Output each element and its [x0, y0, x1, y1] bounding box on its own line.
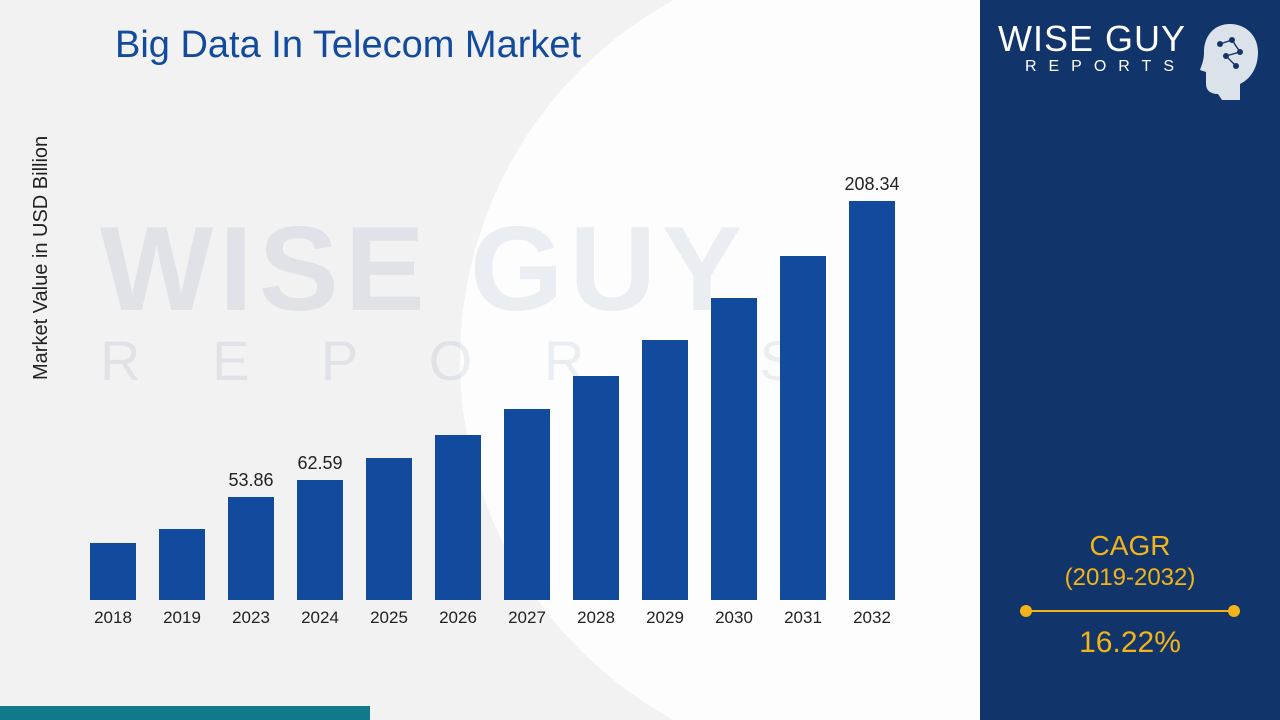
bar: [435, 435, 481, 600]
x-tick-label: 2028: [556, 608, 636, 628]
bar: [573, 376, 619, 600]
bottom-accent-bar: [0, 706, 370, 720]
bar: [159, 529, 205, 600]
bar: [504, 409, 550, 600]
cagr-divider: [1026, 610, 1234, 612]
brand-logo: WISE GUY REPORTS: [998, 18, 1258, 76]
x-tick-label: 2025: [349, 608, 429, 628]
bar-chart: Market Value in USD Billion 2018201953.8…: [40, 120, 940, 640]
bar: [297, 480, 343, 600]
bar: [780, 256, 826, 600]
x-tick-label: 2032: [832, 608, 912, 628]
x-tick-label: 2024: [280, 608, 360, 628]
x-tick-label: 2023: [211, 608, 291, 628]
plot-area: 2018201953.86202362.59202420252026202720…: [90, 160, 940, 600]
logo-sub-text: REPORTS: [998, 58, 1186, 76]
cagr-years: (2019-2032): [1010, 564, 1250, 592]
x-tick-label: 2030: [694, 608, 774, 628]
cagr-value: 16.22%: [1010, 626, 1250, 660]
x-tick-label: 2029: [625, 608, 705, 628]
bar-value-label: 62.59: [280, 453, 360, 474]
bar: [849, 201, 895, 600]
bar: [90, 543, 136, 600]
infographic-stage: WISE GUY R E P O R T S WISE GUY REPORTS …: [0, 0, 1280, 720]
y-axis-label: Market Value in USD Billion: [30, 136, 53, 380]
chart-title: Big Data In Telecom Market: [115, 24, 581, 67]
x-tick-label: 2027: [487, 608, 567, 628]
x-tick-label: 2031: [763, 608, 843, 628]
bar: [366, 458, 412, 600]
x-tick-label: 2026: [418, 608, 498, 628]
bar-value-label: 208.34: [832, 174, 912, 195]
x-tick-label: 2018: [73, 608, 153, 628]
cagr-panel: CAGR (2019-2032) 16.22%: [1010, 530, 1250, 660]
x-tick-label: 2019: [142, 608, 222, 628]
cagr-title: CAGR: [1010, 530, 1250, 562]
bar-value-label: 53.86: [211, 470, 291, 491]
bar: [228, 497, 274, 600]
bar: [711, 298, 757, 600]
bar: [642, 340, 688, 600]
logo-main-text: WISE GUY: [998, 18, 1186, 60]
